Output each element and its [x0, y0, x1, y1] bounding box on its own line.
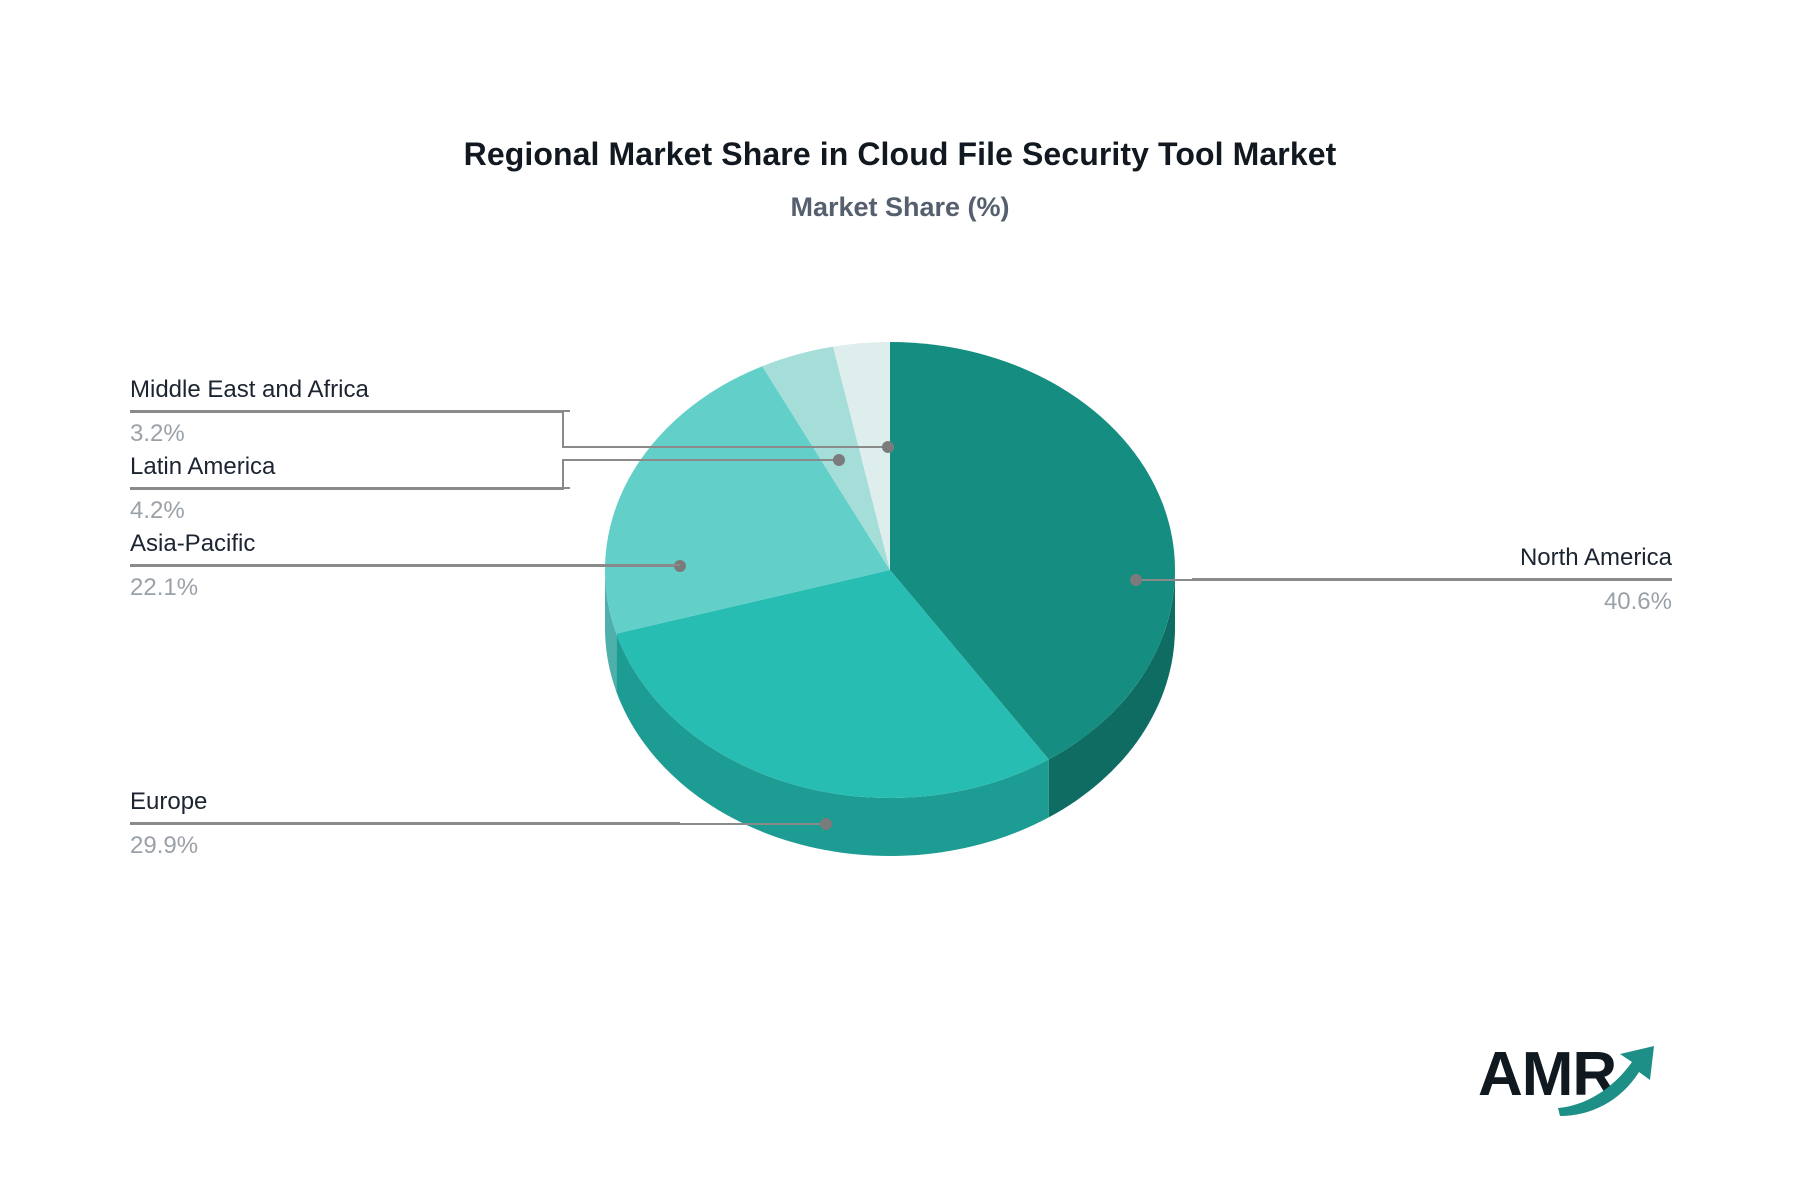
- callout-label-asia-pacific: Asia-Pacific: [130, 530, 256, 557]
- callout-value-north-america: 40.6%: [1603, 588, 1672, 615]
- pie-top-faces: [605, 342, 1175, 798]
- pie-slice-wall-north-america: [1048, 570, 1175, 818]
- pie-slice-wall-europe: [616, 633, 1049, 856]
- callout-rule-asia-pacific: [130, 564, 680, 566]
- chart-subtitle: Market Share (%): [790, 192, 1010, 222]
- callout-europe: Europe 29.9%: [130, 790, 680, 858]
- amr-logo: AMR: [1478, 1040, 1668, 1116]
- chart-title: Regional Market Share in Cloud File Secu…: [463, 136, 1337, 172]
- callout-value-europe: 29.9%: [130, 832, 199, 859]
- callout-latin-america: Latin America 4.2%: [130, 455, 570, 523]
- callout-value-latin-america: 4.2%: [130, 497, 185, 524]
- callout-rule-middle-east-africa: [130, 410, 570, 412]
- callout-middle-east-africa: Middle East and Africa 3.2%: [130, 378, 570, 446]
- callout-rule-north-america: [1192, 578, 1672, 580]
- callout-label-latin-america: Latin America: [130, 453, 276, 480]
- callout-rule-latin-america: [130, 487, 570, 489]
- callout-label-europe: Europe: [130, 788, 208, 815]
- callout-asia-pacific: Asia-Pacific 22.1%: [130, 532, 680, 600]
- callout-label-north-america: North America: [1519, 544, 1672, 571]
- callout-value-middle-east-africa: 3.2%: [130, 420, 185, 447]
- callout-rule-europe: [130, 822, 680, 824]
- pie-slice-latin-america[interactable]: [762, 346, 890, 570]
- arrow-up-right-icon: [1558, 1046, 1654, 1116]
- callout-value-asia-pacific: 22.1%: [130, 574, 199, 601]
- pie-slice-wall-asia-pacific: [605, 570, 617, 692]
- pie-slice-north-america[interactable]: [890, 342, 1175, 760]
- callout-north-america: North America 40.6%: [1192, 546, 1672, 614]
- pie-depth-walls: [605, 570, 1175, 856]
- callout-label-middle-east-africa: Middle East and Africa: [130, 376, 369, 403]
- pie-slice-middle-east-and-africa[interactable]: [833, 342, 890, 570]
- pie-slice-europe[interactable]: [616, 570, 1049, 798]
